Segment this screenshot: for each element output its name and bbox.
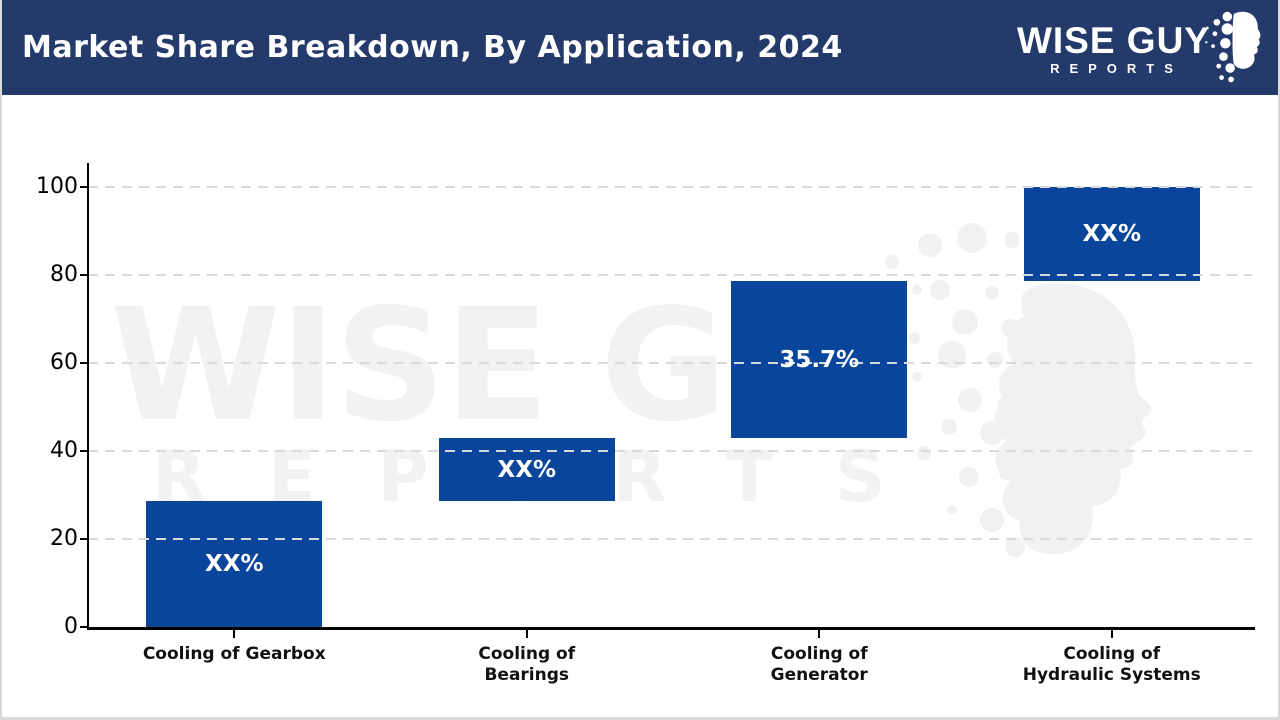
logo-reports-text: REPORTS <box>1050 60 1183 76</box>
gridline-y60 <box>88 362 1252 364</box>
y-tick-40 <box>80 450 88 452</box>
gridline-y100 <box>88 186 1252 188</box>
y-tick-label: 100 <box>36 174 78 199</box>
x-category-label: Cooling of Gearbox <box>142 644 326 664</box>
bar-value-label: XX% <box>204 551 264 578</box>
y-tick-label: 0 <box>64 614 78 639</box>
x-category-label: Cooling of Generator <box>770 644 868 685</box>
watermark-wiseguy-text: WISE GU <box>110 275 851 456</box>
gridline-y80 <box>88 274 1252 276</box>
bar-segment <box>731 281 908 439</box>
dotted-head-profile-icon <box>1205 11 1261 83</box>
y-tick-60 <box>80 362 88 364</box>
x-tick <box>525 630 528 638</box>
x-category-label: Cooling of Bearings <box>478 644 576 685</box>
bar-segment <box>438 438 615 502</box>
bar-segment <box>1023 187 1200 282</box>
y-axis-line <box>87 163 89 629</box>
x-axis-line <box>87 627 1255 630</box>
x-category-label: Cooling of Hydraulic Systems <box>1022 644 1201 685</box>
gridline-y20 <box>88 538 1252 540</box>
y-tick-label: 60 <box>50 350 78 375</box>
logo-brand-text: WISE GUY <box>1016 19 1210 61</box>
wiseguy-logo-text: WISE GUY REPORTS <box>1017 22 1210 75</box>
bar-value-label: 35.7% <box>779 346 860 373</box>
bar-segment <box>146 501 323 627</box>
header-band: Market Share Breakdown, By Application, … <box>2 0 1278 95</box>
y-tick-100 <box>80 186 88 188</box>
bar-value-label: XX% <box>497 456 556 483</box>
page-title: Market Share Breakdown, By Application, … <box>22 30 843 65</box>
y-tick-0 <box>80 626 88 628</box>
y-tick-label: 40 <box>50 438 78 463</box>
y-tick-20 <box>80 538 88 540</box>
x-tick <box>233 630 236 638</box>
y-tick-label: 20 <box>50 526 78 551</box>
wiseguy-logo: WISE GUY REPORTS <box>1017 8 1270 88</box>
bar-value-label: XX% <box>1082 221 1141 248</box>
y-tick-80 <box>80 274 88 276</box>
x-tick <box>1110 630 1113 638</box>
y-tick-label: 80 <box>50 262 78 287</box>
x-tick <box>818 630 821 638</box>
gridline-y40 <box>88 450 1252 452</box>
